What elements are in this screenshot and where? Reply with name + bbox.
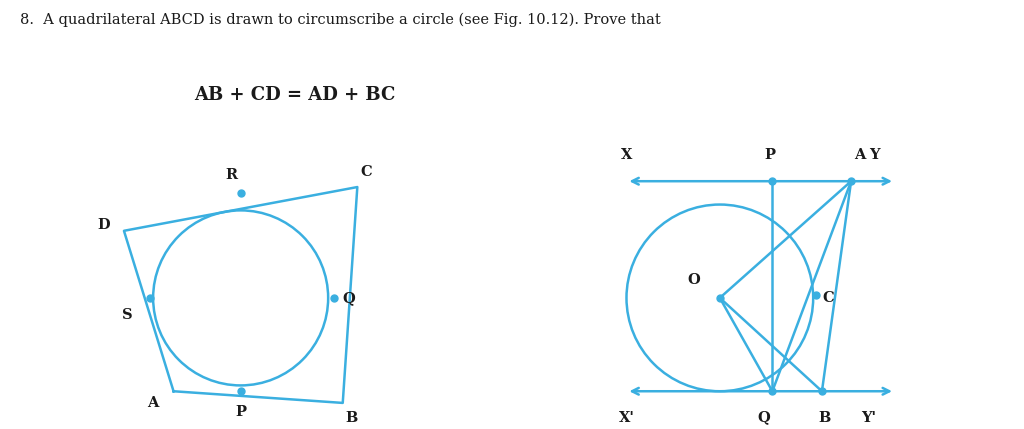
- Text: R: R: [226, 168, 238, 182]
- Text: AB + CD = AD + BC: AB + CD = AD + BC: [195, 86, 396, 104]
- Text: Y': Y': [861, 411, 877, 425]
- Text: X': X': [618, 411, 635, 425]
- Text: X: X: [621, 148, 632, 162]
- Text: Y: Y: [869, 148, 880, 162]
- Text: Q: Q: [757, 411, 770, 425]
- Text: Q: Q: [342, 291, 355, 305]
- Text: A: A: [147, 396, 159, 410]
- Text: D: D: [97, 218, 110, 232]
- Text: B: B: [345, 411, 357, 425]
- Text: S: S: [122, 308, 132, 323]
- Text: P: P: [236, 405, 246, 419]
- Text: B: B: [819, 411, 831, 425]
- Text: 8.  A quadrilateral ABCD is drawn to circumscribe a circle (see Fig. 10.12). Pro: 8. A quadrilateral ABCD is drawn to circ…: [20, 13, 662, 27]
- Text: C: C: [822, 291, 834, 305]
- Text: O: O: [687, 273, 700, 287]
- Text: A: A: [854, 148, 865, 162]
- Text: C: C: [360, 166, 372, 179]
- Text: P: P: [764, 148, 775, 162]
